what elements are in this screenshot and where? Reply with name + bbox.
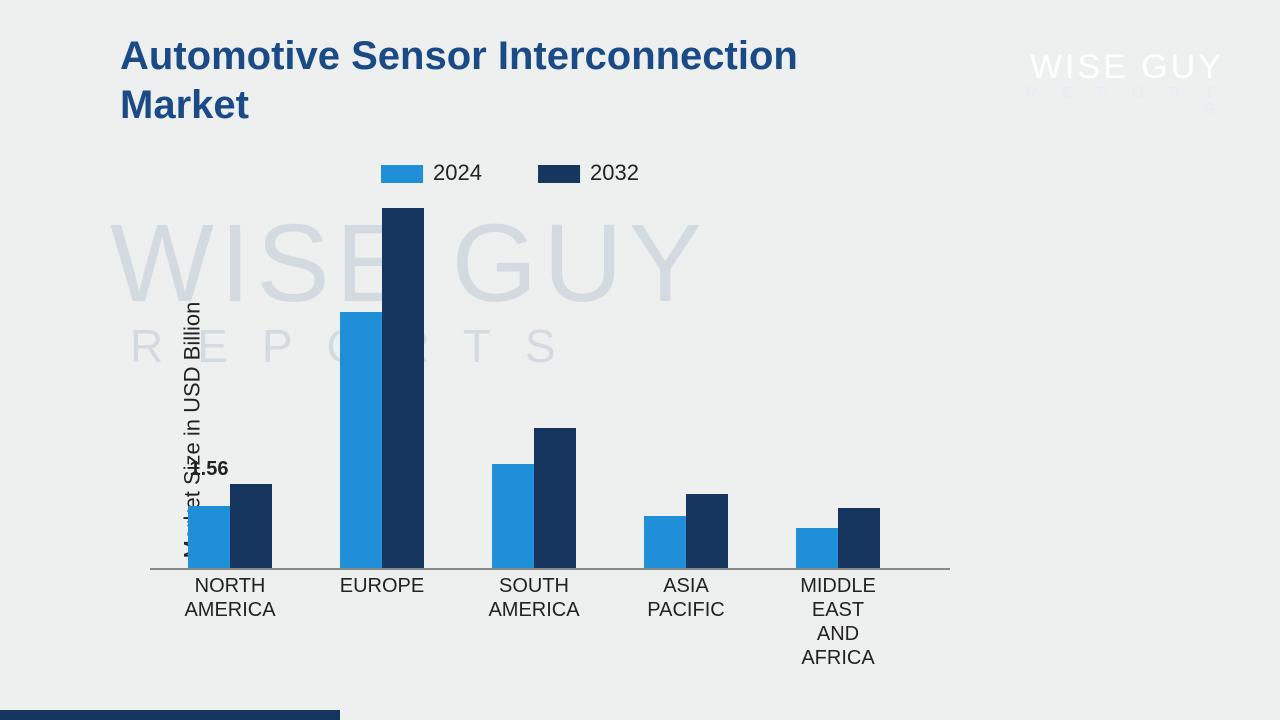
bar-group [492, 428, 576, 568]
chart-title: Automotive Sensor Interconnection Market [120, 32, 880, 130]
legend-swatch-2024 [381, 165, 423, 183]
bar-2032 [838, 508, 880, 568]
chart-area: Market Size in USD Billion 2024 2032 1.5… [60, 160, 960, 700]
category-label: EUROPE [340, 574, 424, 598]
page-root: WISE GUY REPORTS Automotive Sensor Inter… [0, 0, 1280, 720]
bar-2024 [492, 464, 534, 568]
bar-2032 [534, 428, 576, 568]
category-label: NORTH AMERICA [184, 574, 275, 622]
category-label: ASIA PACIFIC [647, 574, 724, 622]
plot-area: 1.56 [150, 190, 950, 570]
legend-swatch-2032 [538, 165, 580, 183]
bar-2024 [796, 528, 838, 568]
bar-2024 [644, 516, 686, 568]
bar-group [796, 508, 880, 568]
legend: 2024 2032 [381, 160, 639, 186]
legend-item-2032: 2032 [538, 160, 639, 186]
bar-group [340, 208, 424, 568]
legend-label-2032: 2032 [590, 160, 639, 185]
bar-2024 [340, 312, 382, 568]
brand-logo: WISE GUY R E P O R T S [994, 22, 1254, 114]
bar-2024 [188, 506, 230, 568]
bar-group [188, 484, 272, 568]
brand-text: WISE GUY R E P O R T S [994, 50, 1224, 118]
category-label: SOUTH AMERICA [488, 574, 579, 622]
bar-value-label: 1.56 [190, 458, 229, 481]
brand-line2: R E P O R T S [994, 86, 1224, 118]
brand-line1: WISE GUY [994, 50, 1224, 84]
category-label: MIDDLE EAST AND AFRICA [800, 574, 876, 670]
bar-2032 [382, 208, 424, 568]
footer-accent-bar [0, 710, 340, 720]
legend-item-2024: 2024 [381, 160, 482, 186]
bar-group [644, 494, 728, 568]
legend-label-2024: 2024 [433, 160, 482, 185]
bar-2032 [686, 494, 728, 568]
x-axis-baseline [150, 568, 950, 570]
bar-2032 [230, 484, 272, 568]
